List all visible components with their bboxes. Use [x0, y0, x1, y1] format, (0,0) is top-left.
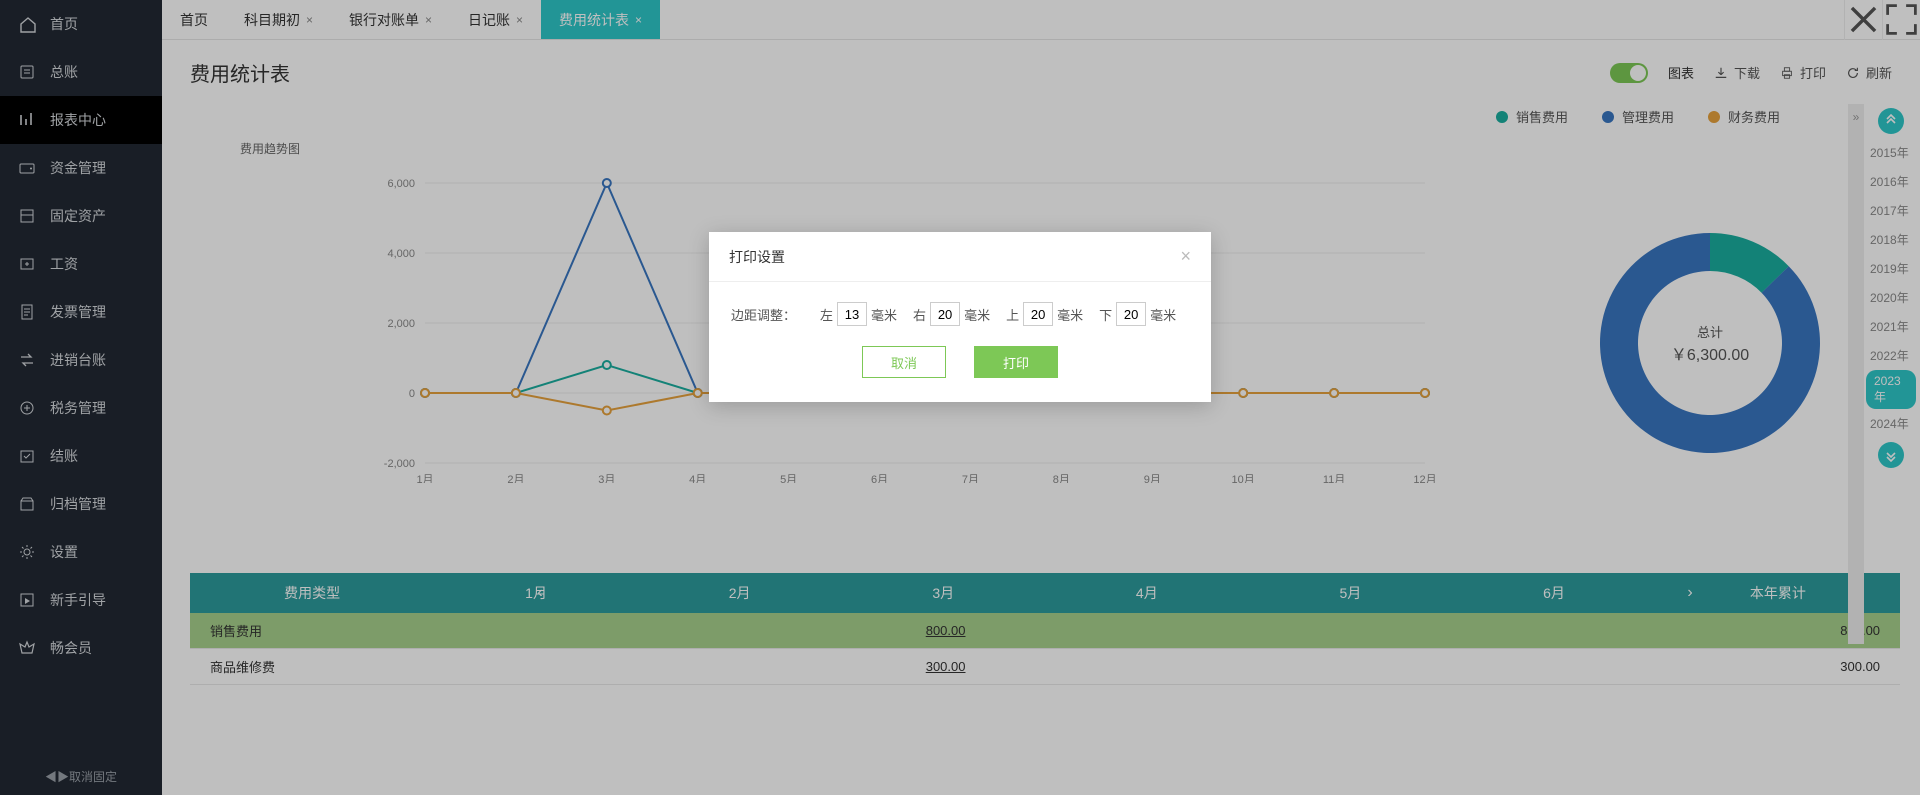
margin-unit: 毫米 [1150, 305, 1176, 324]
margin-top-label: 上 [1006, 305, 1019, 324]
modal-title: 打印设置 [729, 247, 785, 267]
print-settings-modal: 打印设置 × 边距调整： 左 毫米 右 毫米 上 毫米 下 [709, 232, 1211, 402]
margin-bottom-label: 下 [1099, 305, 1112, 324]
margin-right-label: 右 [913, 305, 926, 324]
modal-overlay[interactable]: 打印设置 × 边距调整： 左 毫米 右 毫米 上 毫米 下 [0, 0, 1920, 795]
margin-left-label: 左 [820, 305, 833, 324]
margin-top-input[interactable] [1023, 302, 1053, 326]
modal-close-button[interactable]: × [1180, 246, 1191, 267]
margin-bottom-input[interactable] [1116, 302, 1146, 326]
margin-right-input[interactable] [930, 302, 960, 326]
margin-left-input[interactable] [837, 302, 867, 326]
margin-unit: 毫米 [871, 305, 897, 324]
margin-unit: 毫米 [1057, 305, 1083, 324]
print-confirm-button[interactable]: 打印 [974, 346, 1058, 378]
margin-adjust-label: 边距调整： [731, 305, 796, 324]
cancel-button[interactable]: 取消 [862, 346, 946, 378]
margin-unit: 毫米 [964, 305, 990, 324]
